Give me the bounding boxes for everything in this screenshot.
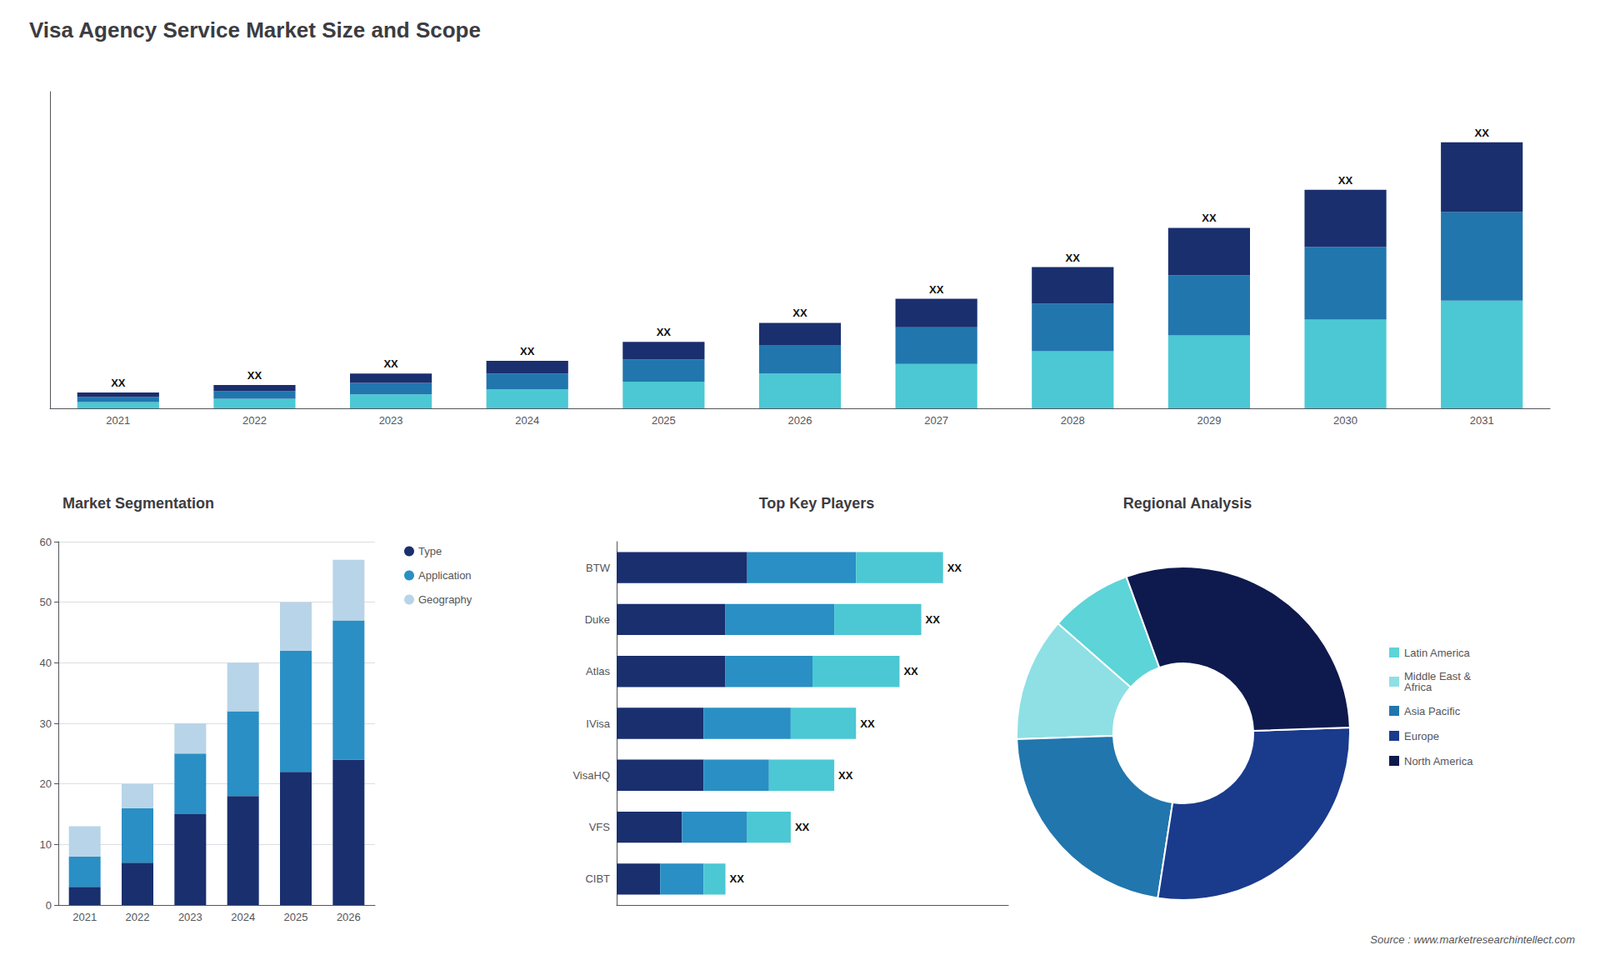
- svg-text:Duke: Duke: [585, 613, 610, 626]
- svg-text:2022: 2022: [242, 414, 267, 427]
- svg-text:XX: XX: [110, 376, 126, 390]
- svg-text:Market Segmentation: Market Segmentation: [62, 495, 215, 512]
- svg-text:Middle East &: Middle East &: [1404, 670, 1471, 683]
- svg-text:50: 50: [40, 595, 52, 609]
- svg-text:XX: XX: [656, 325, 672, 339]
- svg-text:XX: XX: [838, 769, 854, 782]
- svg-text:XX: XX: [1065, 251, 1081, 265]
- svg-text:40: 40: [40, 656, 52, 670]
- svg-text:Geography: Geography: [418, 593, 473, 606]
- svg-text:2028: 2028: [1060, 414, 1085, 427]
- svg-text:2026: 2026: [788, 414, 813, 427]
- svg-text:2021: 2021: [72, 910, 97, 924]
- svg-text:XX: XX: [795, 820, 810, 834]
- svg-text:2023: 2023: [379, 414, 404, 427]
- svg-text:60: 60: [40, 535, 52, 549]
- svg-text:Asia Pacific: Asia Pacific: [1404, 705, 1461, 718]
- svg-text:Application: Application: [418, 569, 472, 582]
- svg-text:XX: XX: [925, 613, 941, 626]
- svg-text:XX: XX: [730, 872, 745, 885]
- svg-text:2029: 2029: [1196, 414, 1221, 427]
- svg-text:XX: XX: [1201, 211, 1217, 225]
- svg-text:2027: 2027: [924, 414, 949, 427]
- svg-text:XX: XX: [520, 345, 535, 358]
- svg-text:XX: XX: [383, 357, 399, 370]
- svg-text:2022: 2022: [125, 910, 150, 924]
- svg-text:BTW: BTW: [585, 561, 611, 575]
- svg-text:North America: North America: [1404, 755, 1474, 768]
- svg-text:XX: XX: [929, 283, 945, 296]
- svg-text:IVisa: IVisa: [585, 717, 610, 730]
- svg-text:10: 10: [40, 838, 52, 851]
- svg-text:20: 20: [40, 777, 52, 790]
- svg-text:2024: 2024: [230, 910, 255, 924]
- svg-text:Africa: Africa: [1404, 680, 1433, 694]
- svg-text:XX: XX: [1475, 126, 1490, 140]
- svg-text:CIBT: CIBT: [585, 872, 610, 885]
- svg-text:2025: 2025: [651, 414, 676, 427]
- svg-text:XX: XX: [947, 561, 963, 575]
- svg-text:Type: Type: [418, 545, 442, 558]
- svg-text:2031: 2031: [1470, 414, 1495, 427]
- svg-text:Atlas: Atlas: [585, 665, 610, 678]
- svg-text:2025: 2025: [284, 910, 309, 924]
- svg-text:XX: XX: [860, 717, 875, 730]
- svg-text:XX: XX: [792, 306, 808, 320]
- svg-text:XX: XX: [903, 665, 919, 678]
- svg-text:XX: XX: [1338, 174, 1354, 187]
- svg-text:Source : www.marketresearchint: Source : www.marketresearchintellect.com: [1370, 933, 1575, 946]
- svg-text:Latin America: Latin America: [1404, 646, 1471, 660]
- svg-text:2021: 2021: [105, 414, 130, 427]
- svg-text:Visa Agency Service Market Siz: Visa Agency Service Market Size and Scop…: [29, 17, 481, 43]
- svg-text:Europe: Europe: [1404, 730, 1440, 743]
- svg-text:2030: 2030: [1333, 414, 1358, 427]
- svg-text:0: 0: [45, 899, 52, 912]
- svg-text:30: 30: [40, 717, 52, 730]
- svg-text:2026: 2026: [336, 910, 361, 924]
- svg-text:Top Key Players: Top Key Players: [759, 495, 875, 512]
- svg-text:VFS: VFS: [589, 820, 611, 834]
- svg-text:2024: 2024: [515, 414, 540, 427]
- svg-text:XX: XX: [247, 369, 263, 382]
- svg-text:2023: 2023: [178, 910, 203, 924]
- svg-text:Regional Analysis: Regional Analysis: [1123, 495, 1252, 512]
- svg-text:VisaHQ: VisaHQ: [572, 769, 610, 782]
